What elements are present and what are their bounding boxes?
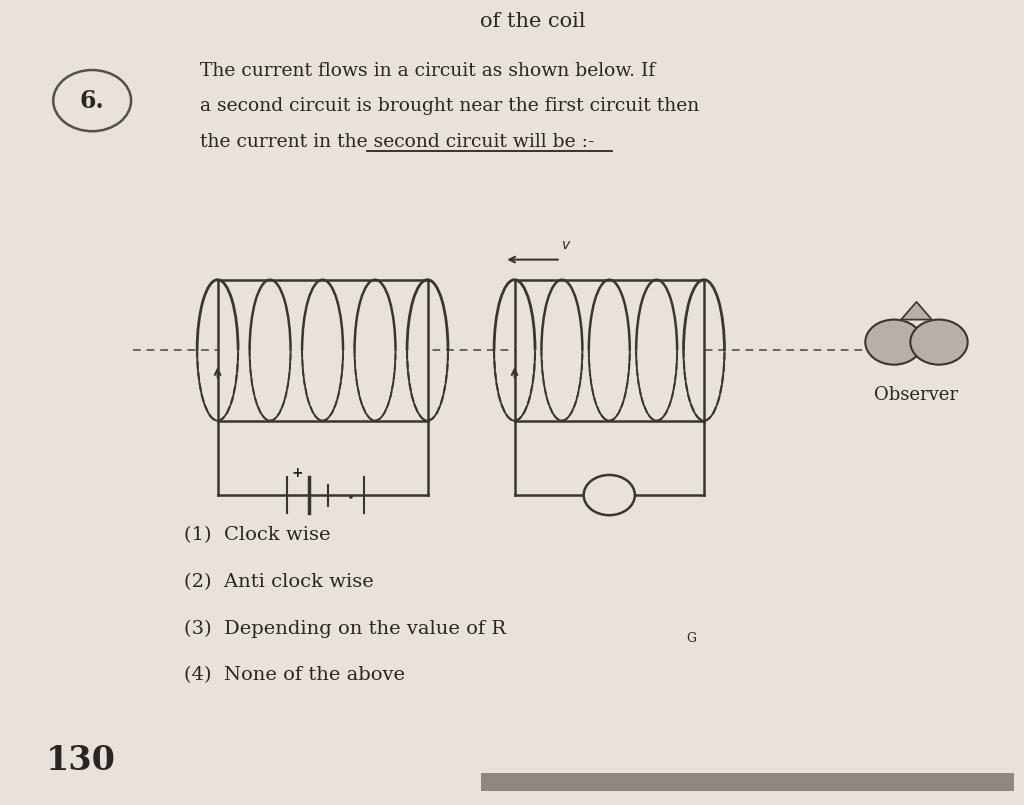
Polygon shape	[901, 302, 932, 320]
Text: (4)  None of the above: (4) None of the above	[184, 667, 406, 684]
Bar	[481, 773, 1014, 791]
Text: of the coil: of the coil	[479, 12, 586, 31]
Text: (1)  Clock wise: (1) Clock wise	[184, 526, 331, 544]
Text: v: v	[561, 238, 570, 252]
Bar	[218, 280, 428, 421]
Text: $\bullet$: $\bullet$	[346, 489, 354, 502]
Circle shape	[910, 320, 968, 365]
Text: (3)  Depending on the value of R: (3) Depending on the value of R	[184, 620, 507, 638]
Text: +: +	[291, 465, 303, 480]
Text: G: G	[604, 489, 614, 502]
Bar	[514, 280, 705, 421]
Text: Observer: Observer	[874, 386, 958, 404]
Text: G: G	[686, 632, 696, 645]
Text: 6.: 6.	[80, 89, 104, 113]
Text: (2)  Anti clock wise: (2) Anti clock wise	[184, 573, 374, 591]
Text: The current flows in a circuit as shown below. If: The current flows in a circuit as shown …	[200, 62, 655, 80]
Circle shape	[584, 475, 635, 515]
Text: the current in the second circuit will be :-: the current in the second circuit will b…	[200, 133, 594, 151]
Text: a second circuit is brought near the first circuit then: a second circuit is brought near the fir…	[200, 97, 699, 115]
Text: 130: 130	[46, 745, 116, 777]
Circle shape	[865, 320, 923, 365]
